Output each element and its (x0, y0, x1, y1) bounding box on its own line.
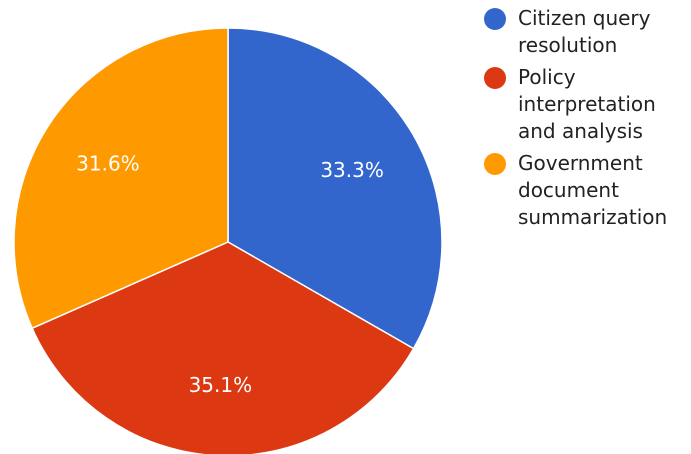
pie-slice[interactable] (13, 27, 229, 330)
legend-swatch (484, 153, 506, 175)
chart-legend: Citizen query resolution Policy interpre… (484, 5, 691, 236)
legend-swatch (484, 8, 506, 30)
legend-item-citizen-query-resolution[interactable]: Citizen query resolution (484, 5, 691, 59)
legend-label: Policy interpretation and analysis (518, 65, 656, 143)
pie-slice[interactable] (31, 241, 415, 454)
slice-value-label: 33.3% (320, 158, 384, 182)
legend-swatch (484, 67, 506, 89)
pie-chart-plot: 33.3% 35.1% 31.6% (13, 27, 443, 454)
pie-slice[interactable] (227, 27, 443, 350)
slice-value-label: 31.6% (76, 152, 140, 176)
slice-value-label: 35.1% (189, 373, 253, 397)
legend-item-policy-interpretation-and-analysis[interactable]: Policy interpretation and analysis (484, 64, 691, 145)
legend-label: Government document summarization (518, 151, 668, 229)
legend-label: Citizen query resolution (518, 6, 651, 57)
legend-item-government-document-summarization[interactable]: Government document summarization (484, 150, 691, 231)
